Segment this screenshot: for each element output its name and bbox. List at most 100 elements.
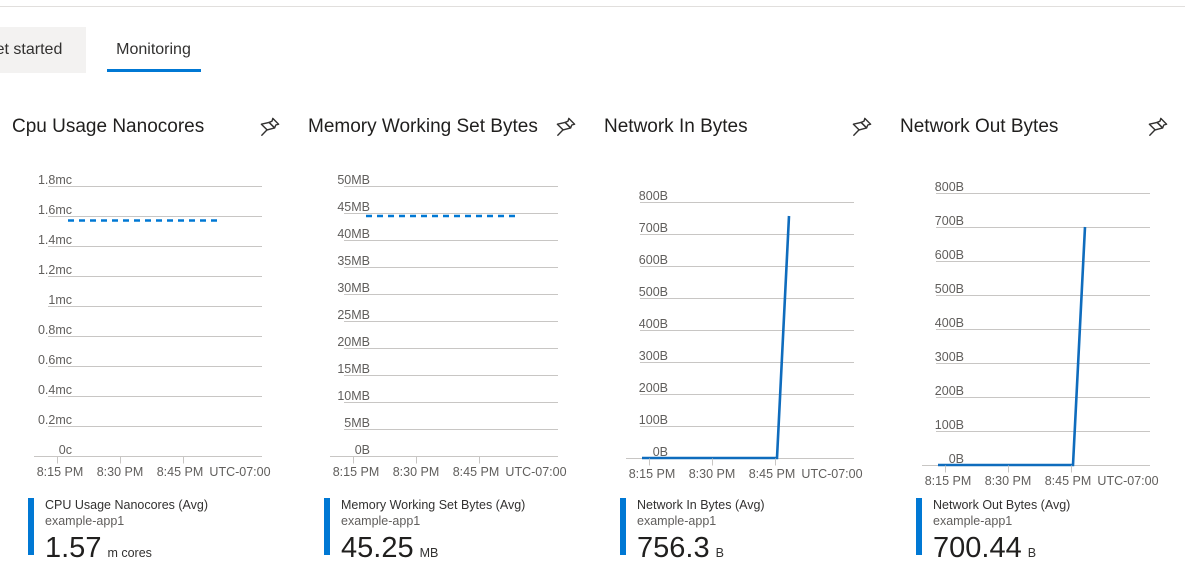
svg-text:8:15 PM: 8:15 PM <box>629 467 676 481</box>
svg-text:30MB: 30MB <box>337 281 370 295</box>
svg-text:8:15 PM: 8:15 PM <box>925 474 972 488</box>
svg-text:0.4mc: 0.4mc <box>38 383 72 397</box>
legend-resource-name: example-app1 <box>45 514 125 528</box>
legend-metric-name: Network In Bytes (Avg) <box>637 498 765 512</box>
svg-text:1.4mc: 1.4mc <box>38 233 72 247</box>
svg-text:700B: 700B <box>639 221 668 235</box>
x-axis-tick-labels: 8:15 PM 8:30 PM 8:45 PM UTC-07:00 <box>925 474 1159 488</box>
svg-text:0.6mc: 0.6mc <box>38 353 72 367</box>
tile-header: Memory Working Set Bytes <box>308 114 580 150</box>
tile-title: Cpu Usage Nanocores <box>12 116 205 137</box>
x-axis-tick-labels: 8:15 PM 8:30 PM 8:45 PM UTC-07:00 <box>333 465 567 479</box>
svg-text:0B: 0B <box>355 443 370 457</box>
svg-text:UTC-07:00: UTC-07:00 <box>209 465 270 479</box>
legend-metric-name: CPU Usage Nanocores (Avg) <box>45 498 209 512</box>
svg-text:8:30 PM: 8:30 PM <box>689 467 736 481</box>
chart-legend: Memory Working Set Bytes (Avg) example-a… <box>324 497 586 569</box>
legend-value: 756.3 <box>637 532 710 564</box>
svg-text:8:45 PM: 8:45 PM <box>157 465 204 479</box>
svg-text:20MB: 20MB <box>337 335 370 349</box>
y-axis-tick-labels: 800B 700B 600B 500B 400B 300B 200B 100B … <box>935 180 964 466</box>
pin-icon[interactable] <box>1144 113 1172 141</box>
svg-text:15MB: 15MB <box>337 362 370 376</box>
svg-text:8:30 PM: 8:30 PM <box>393 465 440 479</box>
chart-network-in-bytes[interactable]: 800B 700B 600B 500B 400B 300B 200B 100B … <box>604 168 876 488</box>
pin-icon[interactable] <box>256 113 284 141</box>
tile-header: Network Out Bytes <box>900 114 1172 150</box>
legend-resource-name: example-app1 <box>933 514 1013 528</box>
legend-value: 45.25 <box>341 532 414 564</box>
x-axis-tickmarks <box>57 456 184 464</box>
svg-text:UTC-07:00: UTC-07:00 <box>1097 474 1158 488</box>
metric-tile-network-out-bytes: Network Out Bytes <box>888 100 1184 583</box>
metric-tile-cpu-usage-nanocores: Cpu Usage Nanocores <box>0 100 296 583</box>
tab-strip: et started Monitoring <box>0 27 1185 74</box>
svg-text:UTC-07:00: UTC-07:00 <box>801 467 862 481</box>
legend-resource-name: example-app1 <box>341 514 421 528</box>
svg-text:0.8mc: 0.8mc <box>38 323 72 337</box>
chart-network-out-bytes[interactable]: 800B 700B 600B 500B 400B 300B 200B 100B … <box>900 168 1172 488</box>
svg-text:200B: 200B <box>935 384 964 398</box>
series-line <box>938 226 1087 467</box>
svg-text:8:45 PM: 8:45 PM <box>749 467 796 481</box>
legend-color-swatch <box>28 498 34 555</box>
legend-value: 1.57 <box>45 532 102 564</box>
x-axis-tickmarks <box>945 465 1072 473</box>
legend-unit: B <box>715 546 724 560</box>
svg-text:5MB: 5MB <box>344 416 370 430</box>
tab-selected-indicator <box>107 69 201 72</box>
svg-text:50MB: 50MB <box>337 173 370 187</box>
svg-text:300B: 300B <box>639 349 668 363</box>
tab-monitoring-label: Monitoring <box>116 41 191 58</box>
y-axis-tick-labels: 800B 700B 600B 500B 400B 300B 200B 100B … <box>639 189 668 459</box>
svg-text:300B: 300B <box>935 350 964 364</box>
legend-unit: m cores <box>107 546 152 560</box>
svg-text:600B: 600B <box>935 248 964 262</box>
svg-text:400B: 400B <box>639 317 668 331</box>
svg-text:500B: 500B <box>935 282 964 296</box>
legend-value: 700.44 <box>933 532 1022 564</box>
legend-metric-name: Network Out Bytes (Avg) <box>933 498 1071 512</box>
svg-text:1mc: 1mc <box>48 293 72 307</box>
tab-monitoring[interactable]: Monitoring <box>96 27 211 73</box>
pin-icon[interactable] <box>552 113 580 141</box>
chart-legend: Network Out Bytes (Avg) example-app1 700… <box>916 497 1178 569</box>
svg-text:500B: 500B <box>639 285 668 299</box>
tab-get-started-label: et started <box>0 41 63 58</box>
svg-text:0c: 0c <box>59 443 72 457</box>
tile-title: Memory Working Set Bytes <box>308 116 538 137</box>
chart-memory-working-set-bytes[interactable]: 50MB 45MB 40MB 35MB 30MB 25MB 20MB 15MB … <box>308 168 580 488</box>
svg-text:8:15 PM: 8:15 PM <box>37 465 84 479</box>
svg-text:0.2mc: 0.2mc <box>38 413 72 427</box>
svg-text:200B: 200B <box>639 381 668 395</box>
x-axis-tick-labels: 8:15 PM 8:30 PM 8:45 PM UTC-07:00 <box>629 467 863 481</box>
chart-cpu-usage-nanocores[interactable]: 1.8mc 1.6mc 1.4mc 1.2mc 1mc 0.8mc 0.6mc … <box>12 168 284 488</box>
svg-text:8:45 PM: 8:45 PM <box>453 465 500 479</box>
svg-text:1.2mc: 1.2mc <box>38 263 72 277</box>
metric-tile-memory-working-set-bytes: Memory Working Set Bytes <box>296 100 592 583</box>
legend-unit: MB <box>419 546 439 560</box>
svg-text:1.6mc: 1.6mc <box>38 203 72 217</box>
tile-title: Network Out Bytes <box>900 116 1059 137</box>
svg-text:100B: 100B <box>935 418 964 432</box>
y-axis-tick-labels: 50MB 45MB 40MB 35MB 30MB 25MB 20MB 15MB … <box>337 173 370 457</box>
x-axis-tickmarks <box>649 458 776 466</box>
svg-text:8:45 PM: 8:45 PM <box>1045 474 1092 488</box>
top-divider <box>0 6 1185 7</box>
svg-text:8:15 PM: 8:15 PM <box>333 465 380 479</box>
chart-legend: Network In Bytes (Avg) example-app1 756.… <box>620 497 882 569</box>
legend-resource-name: example-app1 <box>637 514 717 528</box>
legend-color-swatch <box>324 498 330 555</box>
x-axis-tick-labels: 8:15 PM 8:30 PM 8:45 PM UTC-07:00 <box>37 465 271 479</box>
y-axis-gridlines <box>330 186 558 457</box>
svg-text:800B: 800B <box>935 180 964 194</box>
svg-text:10MB: 10MB <box>337 389 370 403</box>
series-line <box>642 215 791 460</box>
svg-text:0B: 0B <box>949 452 964 466</box>
svg-text:100B: 100B <box>639 413 668 427</box>
pin-icon[interactable] <box>848 113 876 141</box>
y-axis-tick-labels: 1.8mc 1.6mc 1.4mc 1.2mc 1mc 0.8mc 0.6mc … <box>38 173 72 457</box>
tab-get-started[interactable]: et started <box>0 27 86 73</box>
svg-text:8:30 PM: 8:30 PM <box>985 474 1032 488</box>
